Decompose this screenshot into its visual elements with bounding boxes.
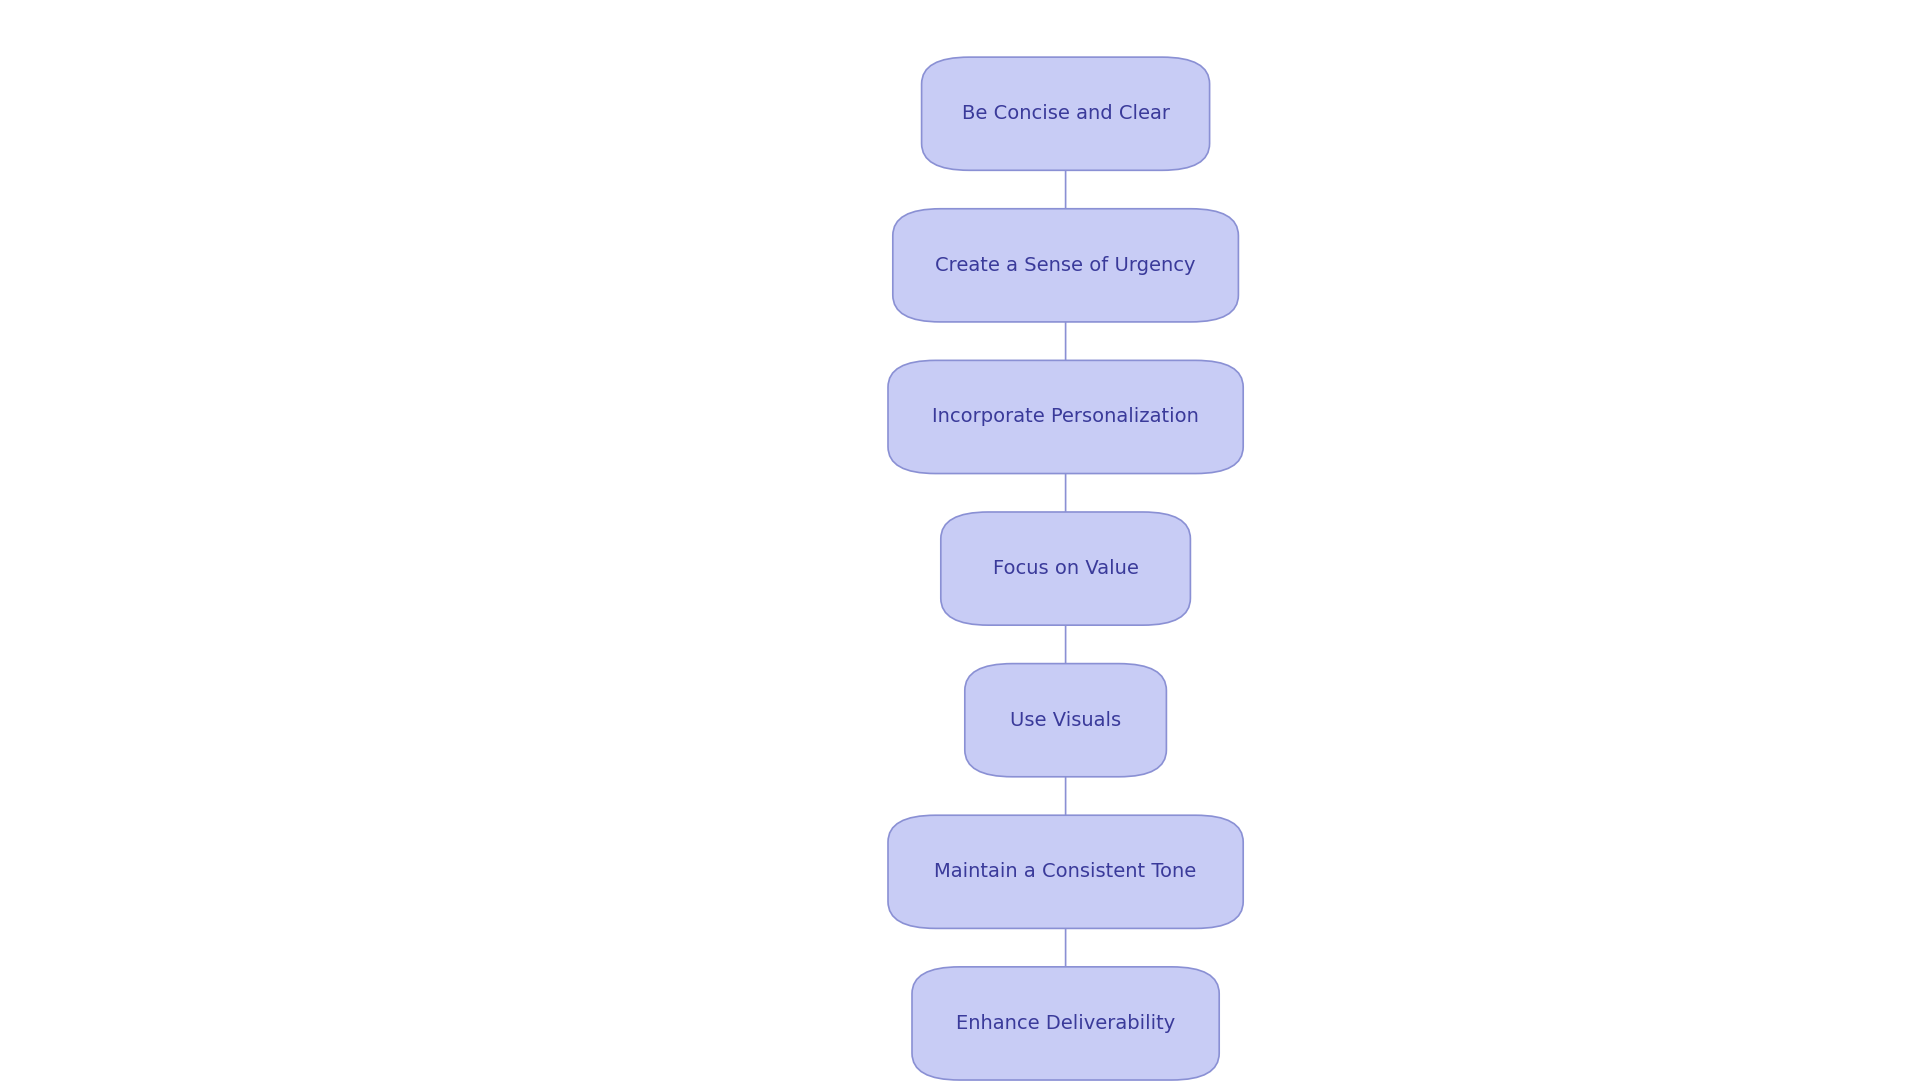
Text: Create a Sense of Urgency: Create a Sense of Urgency bbox=[935, 256, 1196, 275]
FancyBboxPatch shape bbox=[922, 57, 1210, 170]
Text: Use Visuals: Use Visuals bbox=[1010, 710, 1121, 730]
Text: Maintain a Consistent Tone: Maintain a Consistent Tone bbox=[935, 862, 1196, 882]
FancyBboxPatch shape bbox=[966, 664, 1167, 777]
Text: Focus on Value: Focus on Value bbox=[993, 559, 1139, 578]
Text: Be Concise and Clear: Be Concise and Clear bbox=[962, 104, 1169, 123]
FancyBboxPatch shape bbox=[941, 512, 1190, 625]
Text: Incorporate Personalization: Incorporate Personalization bbox=[933, 407, 1198, 427]
FancyBboxPatch shape bbox=[887, 361, 1242, 473]
FancyBboxPatch shape bbox=[893, 209, 1238, 322]
FancyBboxPatch shape bbox=[912, 967, 1219, 1080]
FancyBboxPatch shape bbox=[887, 815, 1242, 928]
Text: Enhance Deliverability: Enhance Deliverability bbox=[956, 1014, 1175, 1033]
